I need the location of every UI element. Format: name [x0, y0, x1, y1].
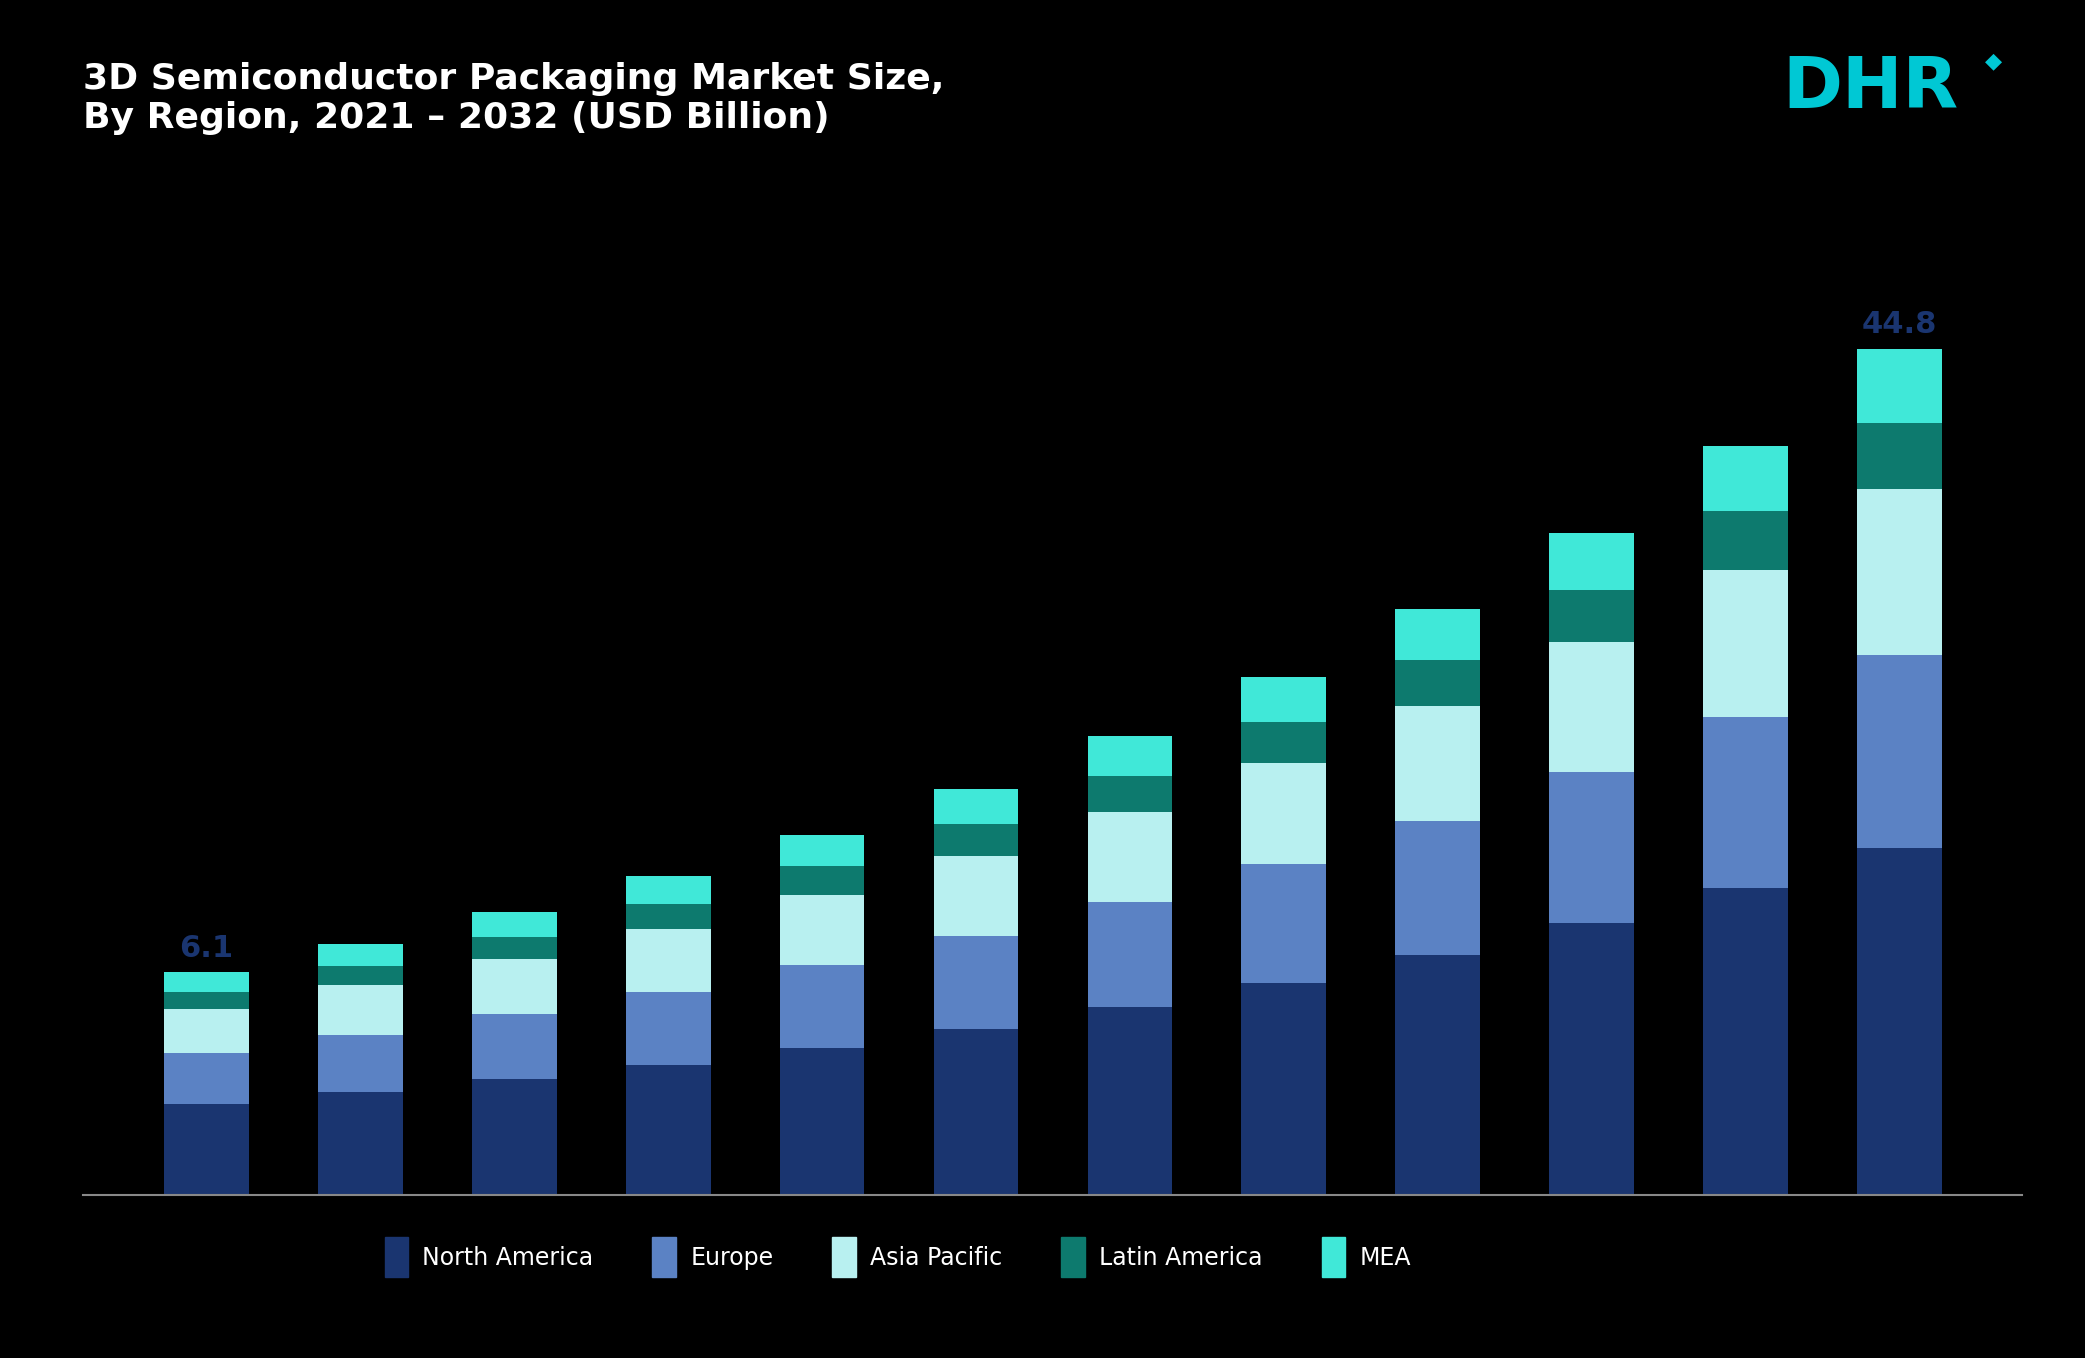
Bar — [1703, 570, 1787, 717]
Bar — [934, 824, 1017, 857]
Bar — [1549, 923, 1635, 1195]
Bar — [165, 1009, 248, 1052]
Bar — [319, 944, 402, 966]
Bar — [165, 972, 248, 991]
Bar — [1395, 608, 1480, 660]
Bar — [471, 1014, 557, 1080]
Bar — [1703, 511, 1787, 570]
Bar — [1858, 422, 1941, 489]
Bar — [780, 1048, 865, 1195]
Bar — [1088, 1008, 1172, 1195]
Bar — [165, 991, 248, 1009]
Bar — [1241, 763, 1326, 865]
Bar — [319, 966, 402, 986]
Bar — [1241, 983, 1326, 1195]
Text: 6.1: 6.1 — [179, 934, 234, 963]
Bar — [1549, 591, 1635, 642]
Bar — [1088, 736, 1172, 777]
Bar — [780, 895, 865, 966]
Bar — [780, 835, 865, 866]
Bar — [1858, 847, 1941, 1195]
Bar — [934, 1029, 1017, 1195]
Text: ◆: ◆ — [1985, 52, 2002, 71]
Bar — [165, 1052, 248, 1104]
Text: DHR: DHR — [1783, 54, 1958, 122]
Bar — [1088, 777, 1172, 812]
Bar — [1088, 902, 1172, 1008]
Text: 3D Semiconductor Packaging Market Size,
By Region, 2021 – 2032 (USD Billion): 3D Semiconductor Packaging Market Size, … — [83, 62, 945, 136]
Bar — [1395, 706, 1480, 822]
Bar — [1395, 660, 1480, 706]
Bar — [934, 936, 1017, 1029]
Bar — [1241, 865, 1326, 983]
Bar — [1703, 717, 1787, 888]
Bar — [1549, 773, 1635, 923]
Bar — [626, 929, 711, 991]
Bar — [626, 1065, 711, 1195]
Bar — [934, 857, 1017, 936]
Bar — [471, 959, 557, 1014]
Bar — [1549, 532, 1635, 591]
Bar — [626, 904, 711, 929]
Legend: North America, Europe, Asia Pacific, Latin America, MEA: North America, Europe, Asia Pacific, Lat… — [375, 1228, 1420, 1286]
Text: 44.8: 44.8 — [1862, 310, 1937, 340]
Bar — [471, 913, 557, 937]
Bar — [626, 991, 711, 1065]
Bar — [1858, 349, 1941, 422]
Bar — [1241, 676, 1326, 722]
Bar — [1703, 888, 1787, 1195]
Bar — [626, 876, 711, 904]
Bar — [1703, 445, 1787, 511]
Bar — [471, 937, 557, 959]
Bar — [319, 1035, 402, 1092]
Bar — [1858, 655, 1941, 847]
Bar — [1549, 642, 1635, 773]
Bar — [780, 866, 865, 895]
Bar — [1088, 812, 1172, 902]
Bar — [471, 1080, 557, 1195]
Bar — [1858, 489, 1941, 655]
Bar — [1395, 822, 1480, 955]
Bar — [934, 789, 1017, 824]
Bar — [1395, 955, 1480, 1195]
Bar — [319, 986, 402, 1035]
Bar — [319, 1092, 402, 1195]
Bar — [165, 1104, 248, 1195]
Bar — [1241, 722, 1326, 763]
Bar — [780, 966, 865, 1048]
